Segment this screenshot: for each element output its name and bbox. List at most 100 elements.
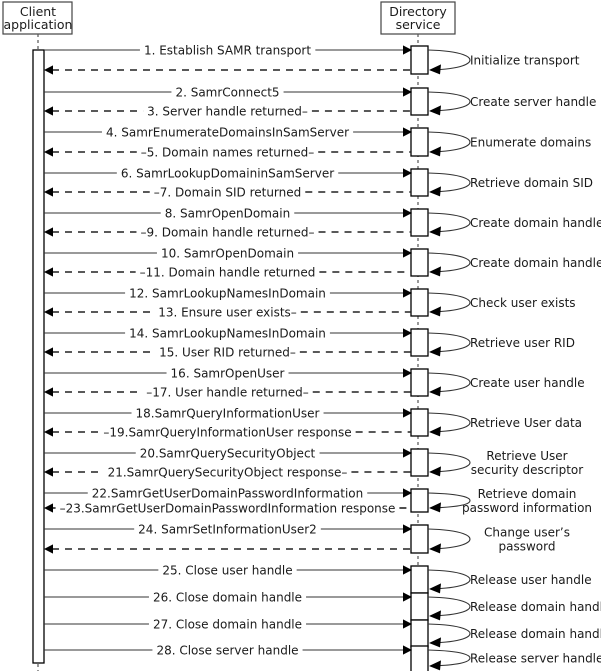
message-label-13: 12. SamrLookupNamesInDomain [129,286,326,300]
arrowhead-13 [403,288,412,298]
arrowhead-12 [44,267,53,277]
note-text-2-line-1: Create server handle [470,95,596,109]
self-call-arrowhead-10 [429,426,441,437]
note-text-12-line-2: password information [462,501,592,515]
arrowhead-18 [44,387,53,397]
message-8: –7. Domain SID returned [44,185,411,199]
note-text-3-line-1: Enumerate domains [470,135,591,149]
message-label-18: –17. User handle returned– [146,385,308,399]
directory-activation-5 [410,127,429,157]
note-text-13-line-2: password [499,539,556,553]
note-5: Create domain handle [427,212,601,237]
self-call-loop-5 [427,212,471,233]
message-22: 21.SamrQuerySecurityObject response– [44,465,411,479]
self-call-arrowhead-5 [429,226,441,237]
message-label-22: 21.SamrQuerySecurityObject response– [108,465,348,479]
self-call-arrowhead-15 [429,610,441,621]
directory-activation-21 [410,448,429,477]
self-call-arrowhead-12 [429,502,441,513]
message-label-27: 25. Close user handle [162,563,292,577]
message-15: 14. SamrLookupNamesInDomain [44,326,412,340]
self-call-arrowhead-14 [429,583,441,594]
directory-activation-9 [410,208,429,237]
note-1: Initialize transport [427,49,580,75]
note-16: Release domain handle [427,623,601,648]
self-call-arrowhead-2 [429,105,441,116]
message-label-20: –19.SamrQueryInformationUser response [103,425,351,439]
message-16: 15. User RID returned– [44,345,411,359]
directory-activation-28 [410,592,429,621]
message-6: –5. Domain names returned– [44,145,411,159]
note-text-12-line-1: Retrieve domain [478,487,577,501]
message-label-6: –5. Domain names returned– [141,145,314,159]
message-11: 10. SamrOpenDomain [44,246,412,260]
note-text-9-line-1: Create user handle [470,376,585,390]
message-label-7: 6. SamrLookupDomaininSamServer [121,166,334,180]
arrowhead-4 [44,106,53,116]
directory-title-line2: service [396,17,441,32]
arrowhead-29 [403,619,412,629]
message-label-30: 28. Close server handle [156,643,298,657]
message-20: –19.SamrQueryInformationUser response [44,425,411,439]
arrowhead-25 [403,524,412,534]
self-call-loop-14 [427,569,471,590]
message-label-21: 20.SamrQuerySecurityObject [140,446,316,460]
message-label-19: 18.SamrQueryInformationUser [136,406,320,420]
directory-activation-7 [410,168,429,197]
arrowhead-27 [403,565,412,575]
arrowhead-24 [44,503,53,513]
directory-activation-1 [410,45,429,75]
directory-activation-11 [410,248,429,277]
self-call-loop-4 [427,172,471,193]
self-call-loop-10 [427,412,471,433]
directory-activation-3 [410,87,429,116]
directory-activation-13 [410,288,429,317]
message-21: 20.SamrQuerySecurityObject [44,446,412,460]
self-call-arrowhead-11 [429,466,441,477]
arrowhead-14 [44,307,53,317]
message-label-9: 8. SamrOpenDomain [165,206,290,220]
self-call-loop-1 [427,49,471,71]
client-title-line1: Client [20,4,56,19]
message-label-1: 1. Establish SAMR transport [144,43,311,57]
note-text-6-line-1: Create domain handle [470,256,601,270]
message-10: –9. Domain handle returned– [44,225,411,239]
client-header-box [2,1,73,35]
directory-activation-29 [410,619,429,648]
directory-activation-17 [410,368,429,397]
note-text-14-line-1: Release user handle [470,573,592,587]
note-text-11-line-2: security descriptor [471,463,584,477]
directory-activation-30 [410,645,429,671]
self-call-loop-11 [427,452,471,473]
self-call-loop-12 [427,492,471,509]
note-text-7-line-1: Check user exists [470,296,576,310]
message-label-17: 16. SamrOpenUser [171,366,285,380]
message-label-28: 26. Close domain handle [153,590,302,604]
arrowhead-19 [403,408,412,418]
message-24: –23.SamrGetUserDomainPasswordInformation… [44,501,411,515]
arrowhead-28 [403,592,412,602]
message-3: 2. SamrConnect5 [44,85,412,99]
self-call-arrowhead-13 [429,543,441,554]
arrowhead-23 [403,488,412,498]
arrowhead-9 [403,208,412,218]
self-call-loop-2 [427,91,471,112]
message-5: 4. SamrEnumerateDomainsInSamServer [44,125,412,139]
message-layer: 1. Establish SAMR transport 2. SamrConnec… [44,43,429,671]
arrowhead-11 [403,248,412,258]
message-23: 22.SamrGetUserDomainPasswordInformation [44,486,412,500]
message-label-4: 3. Server handle returned– [147,104,308,118]
message-label-24: –23.SamrGetUserDomainPasswordInformation… [60,501,396,515]
note-text-5-line-1: Create domain handle [470,216,601,230]
arrowhead-22 [44,467,53,477]
note-text-15-line-1: Release domain handle [470,600,601,614]
arrowhead-5 [403,127,412,137]
self-call-arrowhead-9 [429,386,441,397]
